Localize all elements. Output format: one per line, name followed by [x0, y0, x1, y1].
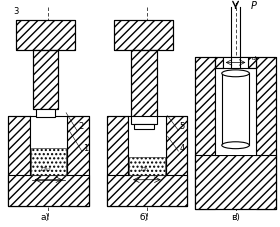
Bar	[32, 50, 58, 109]
Bar	[106, 175, 187, 206]
Bar	[195, 155, 276, 209]
Bar	[223, 57, 248, 69]
Bar	[36, 109, 55, 117]
Bar	[30, 116, 67, 175]
Bar	[129, 157, 165, 175]
Text: 3: 3	[13, 7, 18, 16]
Bar	[8, 116, 89, 206]
Bar	[32, 50, 58, 109]
Bar	[8, 175, 89, 206]
Text: 5: 5	[179, 122, 185, 131]
Text: 1: 1	[83, 143, 88, 153]
Text: $d_0$: $d_0$	[251, 54, 260, 63]
Text: P: P	[250, 1, 256, 11]
Bar	[8, 116, 30, 206]
Bar	[106, 116, 187, 206]
Bar	[106, 116, 128, 206]
Bar	[165, 116, 187, 206]
Bar	[115, 21, 174, 50]
Text: в): в)	[231, 212, 240, 221]
Bar	[256, 57, 276, 209]
Text: $D_0$: $D_0$	[140, 165, 150, 174]
Bar	[195, 57, 276, 209]
Text: а): а)	[41, 212, 50, 221]
Bar	[134, 124, 154, 130]
Bar	[115, 21, 174, 50]
Bar	[67, 116, 89, 206]
Bar	[16, 21, 75, 50]
Bar	[248, 57, 256, 69]
Text: б): б)	[139, 212, 148, 221]
Ellipse shape	[222, 142, 249, 149]
Bar	[215, 57, 223, 69]
Text: 2: 2	[78, 122, 83, 131]
Bar	[31, 148, 66, 175]
Bar	[128, 116, 165, 175]
Bar	[131, 50, 157, 124]
Bar	[131, 50, 157, 124]
Text: $D_{32}$: $D_{32}$	[40, 165, 52, 174]
Text: 4: 4	[179, 143, 185, 153]
Ellipse shape	[222, 71, 249, 77]
Bar	[16, 21, 75, 50]
Bar	[195, 57, 215, 209]
Bar	[215, 57, 256, 155]
